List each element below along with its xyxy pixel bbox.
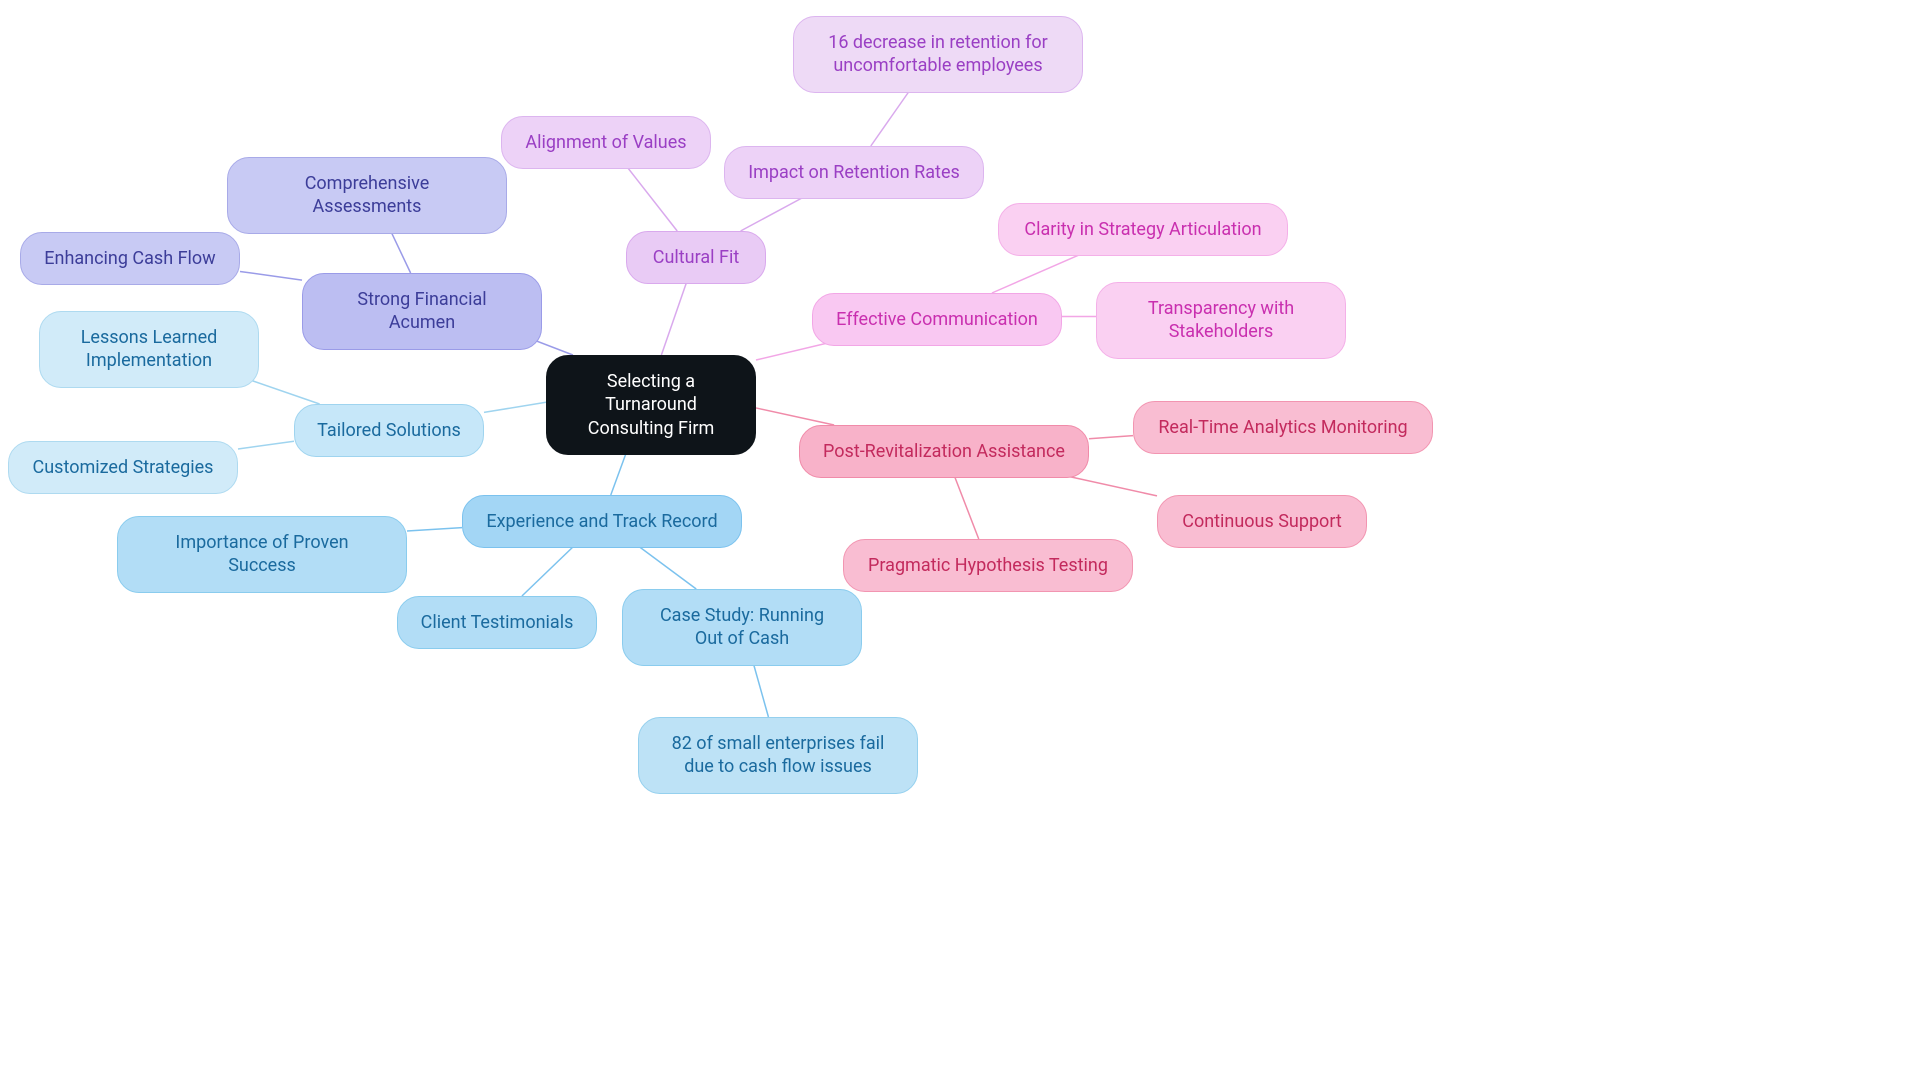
child-node-4-2: Case Study: Running Out of Cash bbox=[622, 589, 862, 666]
branch-node-3: Post-Revitalization Assistance bbox=[799, 425, 1089, 478]
child-node-5-0: Lessons Learned Implementation bbox=[39, 311, 259, 388]
grandchild-node-1-1-0: 16 decrease in retention for uncomfortab… bbox=[793, 16, 1083, 93]
child-node-2-0: Clarity in Strategy Articulation bbox=[998, 203, 1288, 256]
child-node-1-0: Alignment of Values bbox=[501, 116, 711, 169]
child-node-2-1: Transparency with Stakeholders bbox=[1096, 282, 1346, 359]
child-node-5-1: Customized Strategies bbox=[8, 441, 238, 494]
branch-node-4: Experience and Track Record bbox=[462, 495, 742, 548]
child-node-3-0: Real-Time Analytics Monitoring bbox=[1133, 401, 1433, 454]
branch-node-5: Tailored Solutions bbox=[294, 404, 484, 457]
grandchild-node-4-2-0: 82 of small enterprises fail due to cash… bbox=[638, 717, 918, 794]
center-node: Selecting a Turnaround Consulting Firm bbox=[546, 355, 756, 455]
child-node-0-0: Comprehensive Assessments bbox=[227, 157, 507, 234]
child-node-1-1: Impact on Retention Rates bbox=[724, 146, 984, 199]
child-node-4-0: Importance of Proven Success bbox=[117, 516, 407, 593]
branch-node-2: Effective Communication bbox=[812, 293, 1062, 346]
child-node-3-1: Continuous Support bbox=[1157, 495, 1367, 548]
branch-node-1: Cultural Fit bbox=[626, 231, 766, 284]
child-node-3-2: Pragmatic Hypothesis Testing bbox=[843, 539, 1133, 592]
branch-node-0: Strong Financial Acumen bbox=[302, 273, 542, 350]
child-node-4-1: Client Testimonials bbox=[397, 596, 597, 649]
child-node-0-1: Enhancing Cash Flow bbox=[20, 232, 240, 285]
